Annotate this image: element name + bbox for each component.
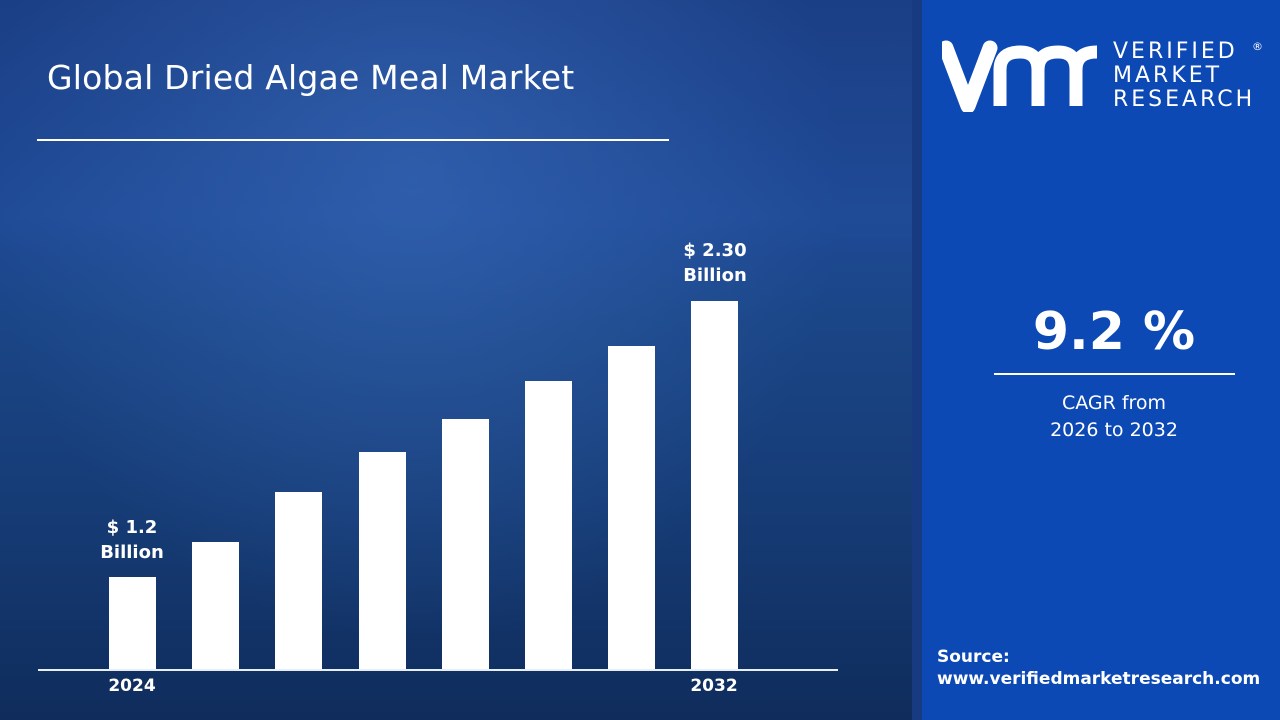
cagr-label: CAGR from 2026 to 2032 xyxy=(994,390,1234,444)
chart-title: Global Dried Algae Meal Market xyxy=(47,58,575,97)
x-axis-line xyxy=(38,669,838,671)
data-label-last: $ 2.30 Billion xyxy=(668,238,762,288)
source-url[interactable]: www.verifiedmarketresearch.com xyxy=(937,669,1261,689)
brand-line: RESEARCH xyxy=(1113,87,1256,112)
data-label-unit: Billion xyxy=(683,265,747,286)
vmr-logo-icon xyxy=(942,40,1098,112)
registered-mark: ® xyxy=(1252,40,1263,53)
bar-3 xyxy=(358,451,406,670)
divider-strip xyxy=(912,0,922,720)
title-underline xyxy=(37,139,669,141)
brand-name: VERIFIED MARKET RESEARCH xyxy=(1113,40,1255,112)
brand-line: VERIFIED xyxy=(1113,39,1238,64)
cagr-label-line: 2026 to 2032 xyxy=(1050,419,1178,441)
data-label-value: $ 2.30 xyxy=(683,240,747,261)
bar-2 xyxy=(275,491,323,670)
source: Source: www.verifiedmarketresearch.com xyxy=(937,646,1260,690)
bar-1 xyxy=(192,541,240,670)
bar-6 xyxy=(608,346,656,670)
bar-7 xyxy=(691,301,739,670)
cagr-divider xyxy=(994,373,1235,375)
bar-4 xyxy=(441,418,489,670)
data-label-first: $ 1.2 Billion xyxy=(88,515,176,565)
info-panel xyxy=(922,0,1280,720)
data-label-unit: Billion xyxy=(100,542,164,563)
bar-0 xyxy=(109,577,156,670)
x-tick-2032: 2032 xyxy=(690,676,738,696)
bar-5 xyxy=(525,381,572,670)
cagr-label-line: CAGR from xyxy=(1061,392,1167,414)
cagr-value: 9.2 % xyxy=(1032,302,1196,362)
source-label: Source: xyxy=(937,647,1010,667)
data-label-value: $ 1.2 xyxy=(106,517,158,538)
x-tick-2024: 2024 xyxy=(108,676,156,696)
brand-line: MARKET xyxy=(1113,63,1223,88)
